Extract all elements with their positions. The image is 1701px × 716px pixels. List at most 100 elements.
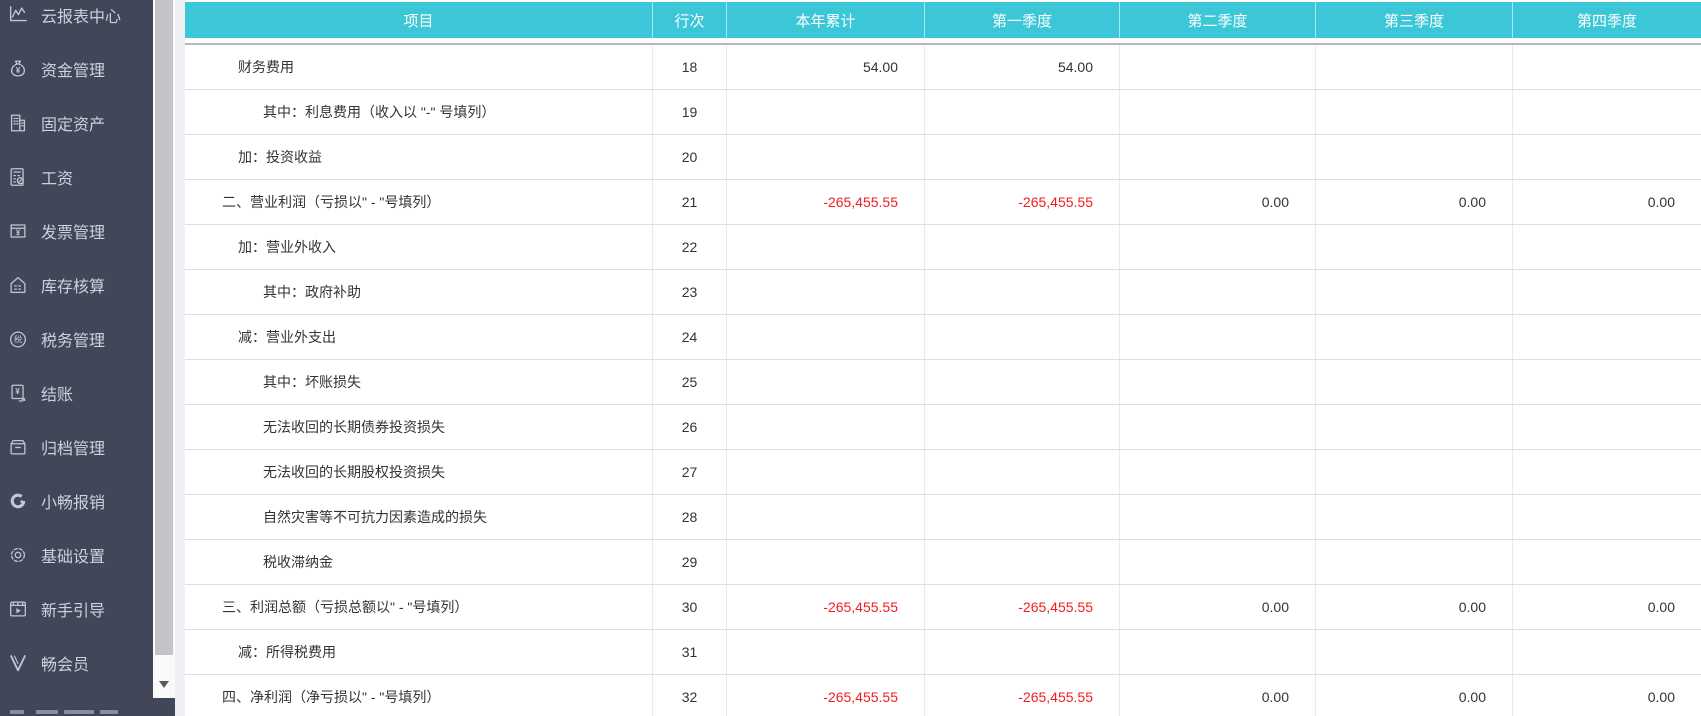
reimburse-logo-icon [7, 490, 29, 512]
item-cell: 无法收回的长期债券投资损失 [185, 405, 653, 449]
sidebar-item-fund-management[interactable]: ¥ 资金管理 [0, 42, 153, 96]
value-cell: 0.00 [1120, 675, 1316, 716]
scrollbar-down-button[interactable] [153, 670, 175, 698]
sidebar-item-label: 畅会员 [41, 657, 90, 674]
sidebar-scrollbar-track[interactable] [153, 0, 175, 698]
line-no-cell: 32 [653, 675, 727, 716]
sidebar-item-beginner-guide[interactable]: 新手引导 [0, 582, 153, 636]
value-cell [1120, 90, 1316, 134]
line-no-cell: 30 [653, 585, 727, 629]
line-no-cell: 31 [653, 630, 727, 674]
table-row: 加：投资收益 20 [185, 135, 1701, 180]
table-row: 财务费用 18 54.00 54.00 [185, 45, 1701, 90]
value-cell [1316, 315, 1513, 359]
value-cell [1513, 630, 1701, 674]
column-header: 第二季度 [1120, 2, 1316, 38]
sidebar-item-label: 资金管理 [41, 63, 106, 80]
sidebar-item-closing[interactable]: ¥ 结账 [0, 366, 153, 420]
value-cell [727, 225, 925, 269]
table-row: 二、营业利润（亏损以" - "号填列） 21 -265,455.55 -265,455… [185, 180, 1701, 225]
value-cell [1513, 270, 1701, 314]
table-row: 无法收回的长期股权投资损失 27 [185, 450, 1701, 495]
value-cell [1513, 405, 1701, 449]
line-no-cell: 23 [653, 270, 727, 314]
value-cell: 0.00 [1120, 585, 1316, 629]
value-cell [925, 450, 1120, 494]
item-cell: 减：所得税费用 [185, 630, 653, 674]
value-cell: -265,455.55 [727, 180, 925, 224]
value-cell [925, 360, 1120, 404]
value-cell [1316, 270, 1513, 314]
value-cell [1316, 450, 1513, 494]
table-row: 三、利润总额（亏损总额以" - "号填列） 30 -265,455.55 -265,4… [185, 585, 1701, 630]
value-cell [1513, 360, 1701, 404]
value-cell [1316, 630, 1513, 674]
value-cell [1120, 315, 1316, 359]
value-cell [727, 315, 925, 359]
value-cell [925, 495, 1120, 539]
value-cell: -265,455.55 [925, 585, 1120, 629]
value-cell [1120, 540, 1316, 584]
value-cell: 0.00 [1120, 180, 1316, 224]
value-cell [1316, 45, 1513, 89]
value-cell [727, 90, 925, 134]
value-cell [727, 270, 925, 314]
value-cell [1513, 45, 1701, 89]
video-guide-icon [7, 598, 29, 620]
sidebar-item-archive-management[interactable]: 归档管理 [0, 420, 153, 474]
sidebar-item-chang-member[interactable]: 畅会员 [0, 636, 153, 690]
value-cell: -265,455.55 [727, 675, 925, 716]
value-cell [925, 270, 1120, 314]
invoice-icon: ¥ [7, 220, 29, 242]
line-no-cell: 20 [653, 135, 727, 179]
chevron-down-icon [159, 680, 169, 688]
item-cell: 二、营业利润（亏损以" - "号填列） [185, 180, 653, 224]
item-cell: 税收滞纳金 [185, 540, 653, 584]
value-cell [1120, 450, 1316, 494]
value-cell: 54.00 [925, 45, 1120, 89]
item-cell: 减：营业外支出 [185, 315, 653, 359]
table-row: 其中：坏账损失 25 [185, 360, 1701, 405]
value-cell [925, 540, 1120, 584]
warehouse-icon [7, 274, 29, 296]
svg-text:¥: ¥ [16, 228, 21, 237]
line-no-cell: 25 [653, 360, 727, 404]
line-no-cell: 22 [653, 225, 727, 269]
value-cell [1316, 405, 1513, 449]
sidebar-item-cloud-report-center[interactable]: 云报表中心 [0, 0, 153, 42]
sidebar-item-label: 发票管理 [41, 225, 106, 242]
table-row: 加：营业外收入 22 [185, 225, 1701, 270]
sidebar-item-inventory-accounting[interactable]: 库存核算 [0, 258, 153, 312]
table-row: 四、净利润（净亏损以" - "号填列） 32 -265,455.55 -265,455… [185, 675, 1701, 716]
table-row: 无法收回的长期债券投资损失 26 [185, 405, 1701, 450]
sidebar-item-label: 结账 [41, 387, 74, 404]
value-cell [1120, 45, 1316, 89]
value-cell [925, 630, 1120, 674]
line-no-cell: 26 [653, 405, 727, 449]
sidebar-item-xiaochang-reimburse[interactable]: 小畅报销 [0, 474, 153, 528]
table-header-row: 项目 行次 本年累计 第一季度 第二季度 第三季度 第四季度 [185, 2, 1701, 38]
line-no-cell: 28 [653, 495, 727, 539]
value-cell [727, 135, 925, 179]
value-cell [727, 360, 925, 404]
calculator-icon [7, 166, 29, 188]
value-cell [1316, 225, 1513, 269]
sidebar-item-tax-management[interactable]: 税 税务管理 [0, 312, 153, 366]
value-cell [1120, 360, 1316, 404]
value-cell [1120, 225, 1316, 269]
value-cell [1120, 405, 1316, 449]
value-cell [727, 540, 925, 584]
sidebar-item-label: 固定资产 [41, 117, 106, 134]
sidebar-item-fixed-assets[interactable]: 固定资产 [0, 96, 153, 150]
sidebar-scrollbar-thumb[interactable] [155, 0, 173, 655]
money-bag-icon: ¥ [7, 58, 29, 80]
sidebar-item-basic-settings[interactable]: 基础设置 [0, 528, 153, 582]
item-cell: 其中：政府补助 [185, 270, 653, 314]
sidebar-item-label: 云报表中心 [41, 9, 122, 26]
value-cell [1513, 540, 1701, 584]
sidebar-item-label: 小畅报销 [41, 495, 106, 512]
value-cell [925, 315, 1120, 359]
sidebar-item-salary[interactable]: 工资 [0, 150, 153, 204]
sidebar-item-partial[interactable] [0, 710, 153, 716]
sidebar-item-invoice-management[interactable]: ¥ 发票管理 [0, 204, 153, 258]
